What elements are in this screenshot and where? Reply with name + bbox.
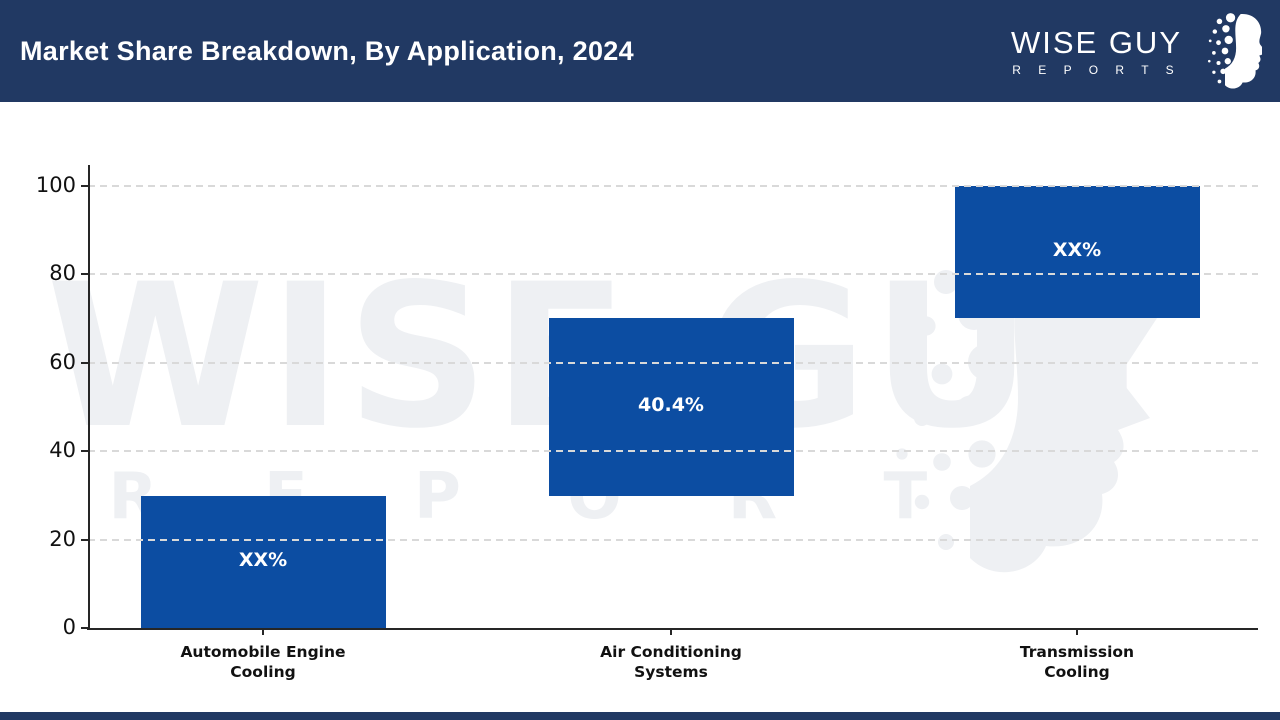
x-tick-3 [1076,629,1078,635]
wise-guy-logo: WISE GUY R E P O R T S [1011,9,1280,93]
y-axis-line [88,165,90,630]
y-tick-label: 0 [62,615,76,639]
x-category-label: Air Conditioning Systems [600,643,742,681]
bar-2 [548,317,794,497]
bar-1 [140,496,386,628]
gridline-100 [88,185,1258,187]
y-tick-100 [81,185,88,187]
gridline-80 [88,273,1258,276]
logo-text: WISE GUY R E P O R T S [1011,25,1182,77]
x-tick-2 [670,629,672,635]
header-bar: Market Share Breakdown, By Application, … [0,0,1280,102]
page-title: Market Share Breakdown, By Application, … [20,35,634,66]
y-tick-label: 20 [49,526,76,551]
logo-wordmark: WISE GUY [1010,25,1182,60]
y-tick-label: 60 [49,349,76,374]
bar-value-label: XX% [1052,238,1102,261]
x-category-label: Automobile Engine Cooling [180,643,346,681]
logo-head-icon [1207,13,1262,89]
y-tick-80 [81,273,88,276]
y-tick-60 [81,361,88,364]
y-tick-0 [81,627,88,629]
x-axis-line [87,628,1258,630]
bar-value-label: 40.4% [638,394,704,416]
y-tick-label: 40 [49,438,76,463]
x-tick-1 [262,629,264,635]
y-tick-label: 80 [49,261,76,286]
bar-value-label: XX% [238,549,288,572]
y-tick-20 [81,538,88,541]
gridline-60 [88,361,1258,364]
x-category-label: Transmission Cooling [1019,643,1135,681]
gridline-40 [88,450,1258,453]
y-tick-label: 100 [35,173,76,197]
y-tick-40 [81,450,88,453]
footer-bar [0,712,1280,720]
logo-subtext: R E P O R T S [1012,63,1181,77]
gridline-20 [88,538,1258,541]
